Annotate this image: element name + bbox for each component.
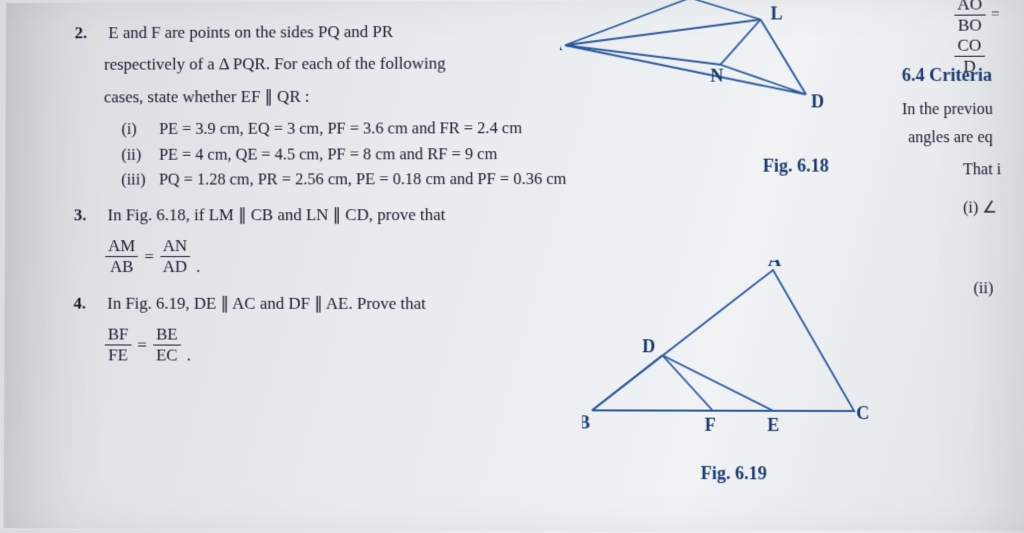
- label-N: N: [710, 66, 723, 86]
- q3-number: 3.: [74, 202, 104, 228]
- q3-dot: .: [196, 257, 200, 276]
- label-D: D: [811, 91, 824, 111]
- q4-text: In Fig. 6.19, DE ∥ AC and DF ∥ AE. Prove…: [107, 294, 426, 313]
- figure-6-19: A D B F E C: [582, 260, 885, 452]
- label-C2: C: [856, 403, 869, 423]
- label-B2: B: [582, 412, 590, 432]
- q2-line3: cases, state whether EF ∥ QR :: [104, 82, 711, 110]
- q2-number: 2.: [75, 20, 105, 46]
- right-i: (i) ∠: [963, 197, 997, 220]
- q3-frac-left: AM AB: [105, 236, 138, 277]
- q2-i-text: PE = 3.9 cm, EQ = 3 cm, PF = 3.6 cm and …: [159, 118, 522, 138]
- q3-eq: =: [144, 247, 154, 266]
- q3-frac-right: AN AD: [160, 236, 190, 277]
- fig618-label: Fig. 6.18: [763, 156, 829, 177]
- label-F2: F: [705, 415, 716, 435]
- q4-frac-right: BE EC: [153, 325, 181, 366]
- right-heading: 6.4 Criteria: [902, 65, 992, 86]
- fig619-label: Fig. 6.19: [701, 463, 767, 484]
- label-A2: A: [768, 260, 781, 270]
- q4-dot: .: [187, 346, 191, 365]
- q2-line2: respectively of a Δ PQR. For each of the…: [104, 50, 710, 78]
- q2-iii-text: PQ = 1.28 cm, PR = 2.56 cm, PE = 0.18 cm…: [159, 169, 567, 189]
- q2-line1: E and F are points on the sides PQ and P…: [108, 22, 393, 42]
- right-ratio-eq: =: [991, 6, 1000, 22]
- q4-frac-left: BF FE: [105, 325, 132, 366]
- label-E2: E: [767, 415, 779, 435]
- label-L: L: [771, 3, 783, 23]
- q2-iii-label: (iii): [121, 167, 155, 192]
- right-line3: That i: [963, 159, 1001, 182]
- right-line2: angles are eq: [908, 127, 993, 150]
- q4-eq: =: [137, 335, 147, 354]
- label-D2: D: [642, 336, 655, 356]
- right-ratio-left: AO BO: [954, 0, 985, 36]
- q2-ii-text: PE = 4 cm, QE = 4.5 cm, PF = 8 cm and RF…: [159, 144, 497, 164]
- q2-i-label: (i): [121, 116, 155, 141]
- right-ii: (ii): [973, 278, 993, 301]
- q3-text: In Fig. 6.18, if LM ∥ CB and LN ∥ CD, pr…: [108, 205, 446, 224]
- q2-ii-label: (ii): [121, 142, 155, 167]
- right-line1: In the previou: [902, 99, 993, 122]
- q4-number: 4.: [73, 291, 103, 317]
